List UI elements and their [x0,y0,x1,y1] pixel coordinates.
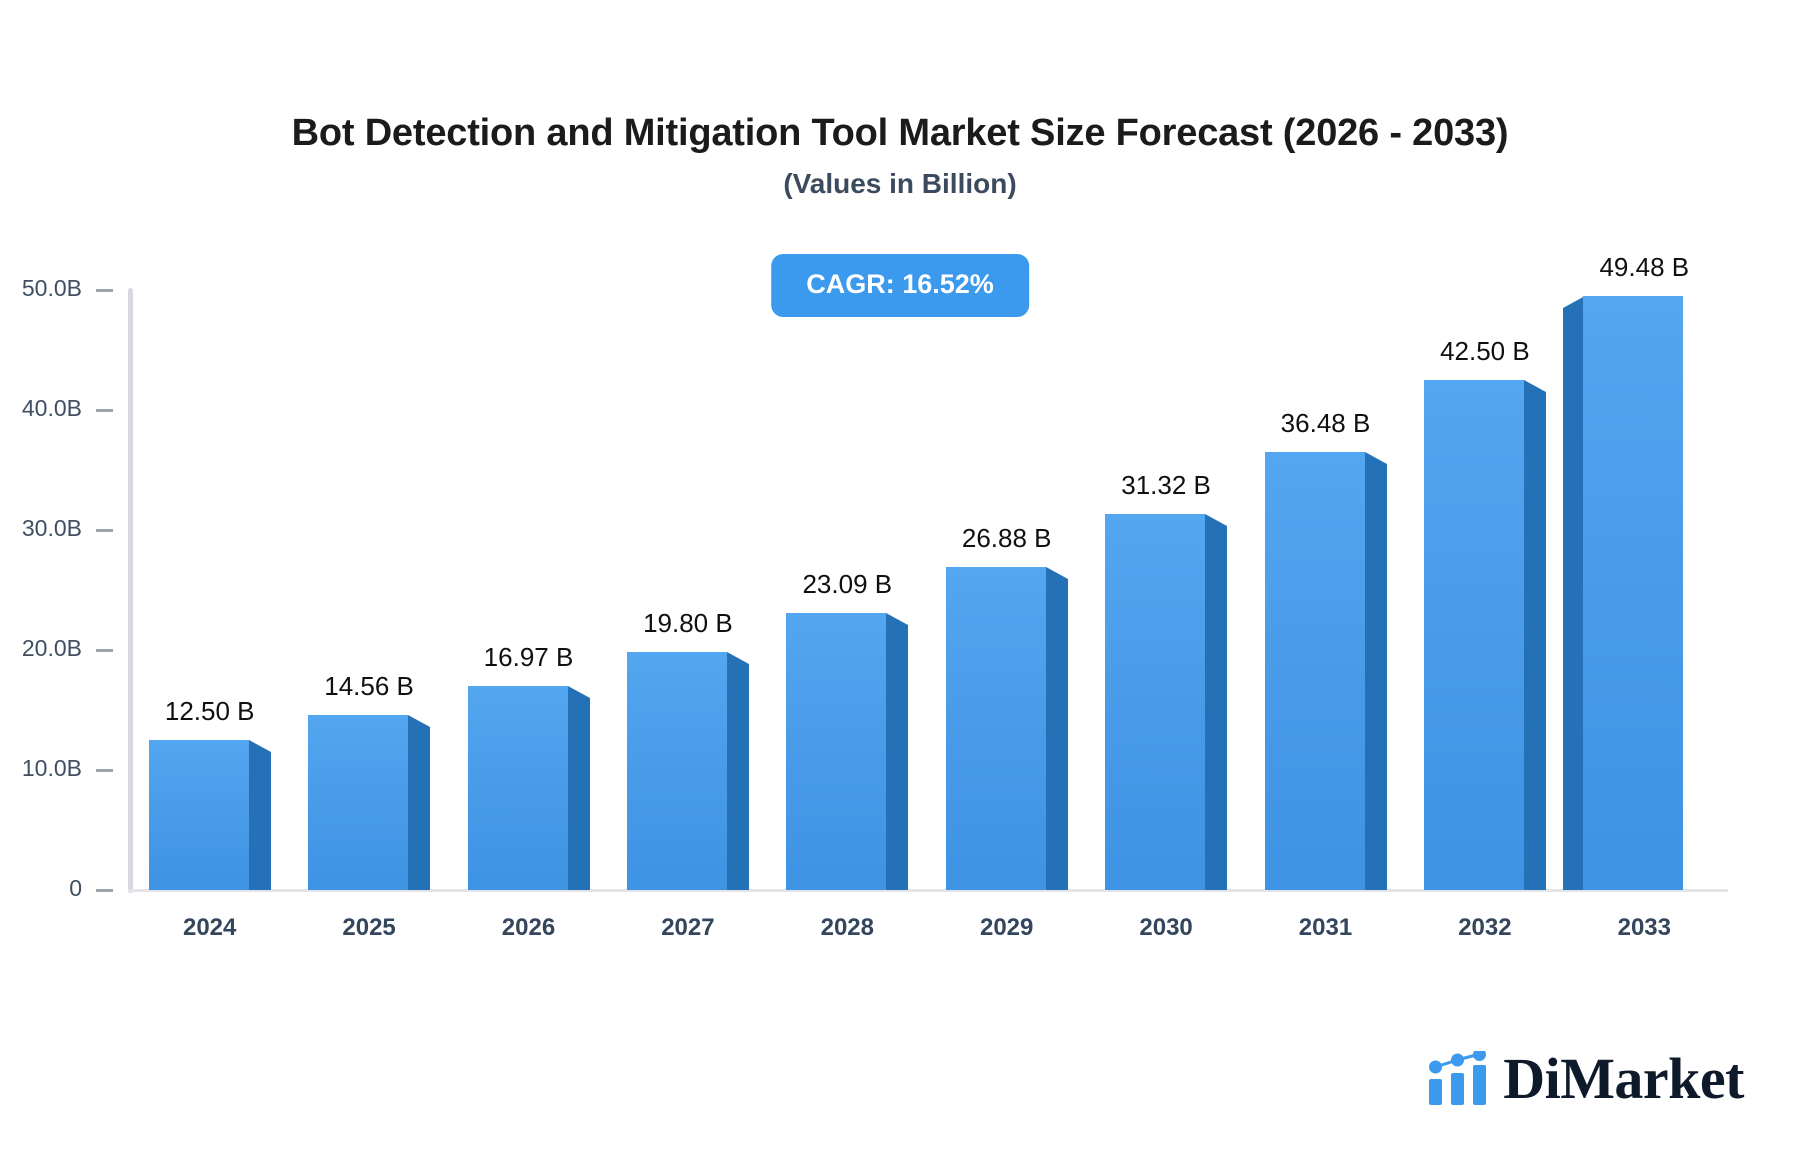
bar-front-face [945,567,1046,890]
bar-top-bevel [886,612,909,625]
bar-side-face [248,752,271,890]
bar-top-bevel [726,652,749,665]
bar-front-face [467,686,568,890]
chart-subtitle: (Values in Billion) [783,168,1017,199]
x-tick-label: 2025 [342,914,396,941]
bar-front-face [1583,296,1684,890]
bar-top-bevel [1045,567,1068,580]
x-tick-label: 2032 [1458,914,1512,941]
bar-value-label: 12.50 B [164,696,255,726]
bar-top-bevel [1205,514,1228,527]
x-tick-label: 2028 [820,914,874,941]
bar-top-bevel [1364,452,1387,465]
x-tick-label: 2031 [1298,914,1353,941]
x-tick-label: 2024 [182,914,237,941]
bar-front-face [1264,452,1365,890]
bar-value-label: 16.97 B [483,642,574,673]
chart-title: Bot Detection and Mitigation Tool Market… [291,112,1509,154]
bar-front-face [1105,514,1206,890]
bar-side-face [1563,308,1586,890]
x-tick-label: 2027 [661,914,715,941]
bar-front-face [308,715,409,890]
bar-side-face [886,624,909,890]
bar-side-face [408,727,431,890]
bar-side-face [1523,392,1546,890]
bar-top-bevel [248,740,271,752]
bar-top-bevel [567,686,590,699]
x-tick-label: 2030 [1139,914,1193,941]
x-tick-label: 2026 [501,914,556,941]
x-tick-label: 2033 [1617,914,1671,941]
bar-side-face [726,664,749,890]
bar-value-label: 36.48 B [1280,408,1371,439]
bar-value-label: 19.80 B [643,608,733,639]
bar-side-face [1364,464,1387,890]
bar-side-face [1205,526,1228,890]
bar-chart-line-icon [1429,1051,1487,1105]
brand-name: DiMarket [1503,1046,1744,1111]
bar-front-face [148,740,249,890]
bar-front-face [786,612,887,890]
x-tick-label: 2029 [979,914,1034,941]
bar-side-face [567,698,590,890]
bar-value-label: 26.88 B [961,523,1052,554]
bar-value-label: 31.32 B [1121,470,1211,501]
bar-front-face [626,652,727,890]
brand-logo: DiMarket [1427,1050,1744,1108]
bar-top-bevel [408,715,431,728]
bar-value-label: 23.09 B [802,568,893,599]
bar-side-face [1045,579,1068,890]
bar-value-label: 14.56 B [324,671,414,702]
cagr-badge: CAGR: 16.52% [771,254,1029,317]
bar-front-face [1423,380,1524,890]
bar-top-bevel [1563,296,1586,309]
bar-value-label: 42.50 B [1440,336,1530,366]
bar-value-label: 49.48 B [1599,252,1690,283]
bar-top-bevel [1523,380,1546,392]
